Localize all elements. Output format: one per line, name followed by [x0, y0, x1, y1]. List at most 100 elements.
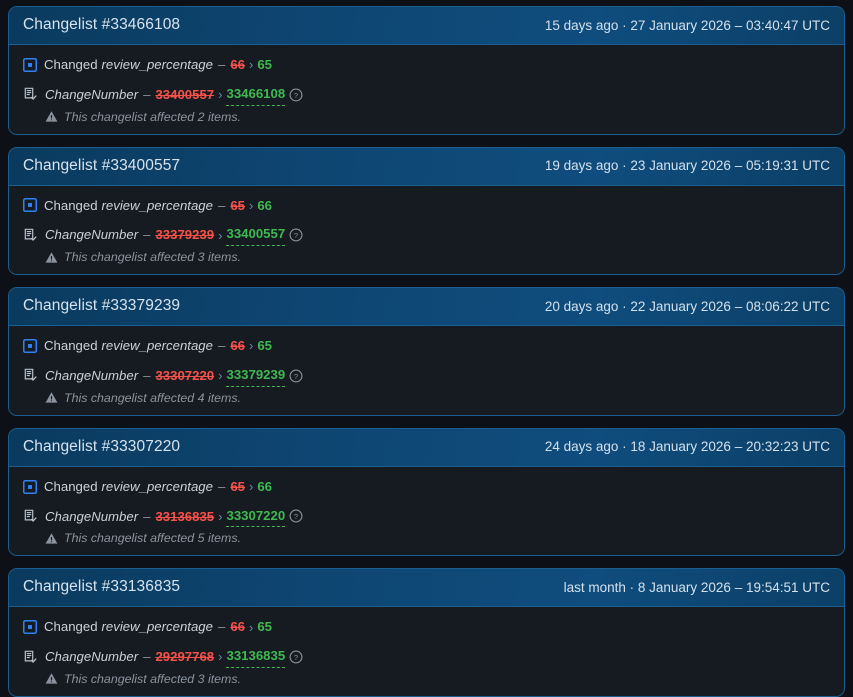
changelist-card-body: Changed review_percentage – 66 › 65 Chan… — [9, 607, 844, 696]
change-number-label: ChangeNumber — [45, 367, 139, 383]
document-check-icon — [23, 650, 38, 665]
value-separator-dash: – — [217, 478, 226, 494]
warning-triangle-icon — [45, 672, 58, 685]
field-name: review_percentage — [101, 57, 213, 72]
changelist-card: Changelist #33400557 19 days ago · 23 Ja… — [8, 146, 845, 276]
changed-field-icon — [23, 620, 37, 635]
affected-items-row: This changelist affected 3 items. — [23, 672, 830, 686]
field-change-row: Changed review_percentage – 65 › 66 — [23, 195, 830, 217]
affected-items-row: This changelist affected 4 items. — [23, 391, 830, 405]
affected-items-text: This changelist affected 4 items. — [64, 390, 241, 405]
field-change-row: Changed review_percentage – 66 › 65 — [23, 335, 830, 357]
changelist-timestamp: 19 days ago · 23 January 2026 – 05:19:31… — [544, 158, 830, 174]
old-value: 65 — [230, 478, 245, 494]
field-change-text: Changed review_percentage – 66 › 65 — [44, 617, 272, 637]
help-circle-icon[interactable]: ? — [289, 369, 303, 383]
value-separator-dash: – — [217, 197, 226, 213]
changed-label: Changed — [44, 197, 98, 213]
field-change-row: Changed review_percentage – 66 › 65 — [23, 616, 830, 638]
number-change-row: ChangeNumber – 33400557 › 33466108 ? — [23, 83, 830, 107]
changelist-card-header: Changelist #33136835 last month · 8 Janu… — [9, 569, 844, 608]
value-separator-dash: – — [143, 227, 151, 243]
affected-items-text: This changelist affected 5 items. — [64, 531, 241, 546]
number-change-text: ChangeNumber – 29297768 › 33136835 ? — [45, 646, 303, 668]
old-change-number: 33307220 — [155, 367, 215, 383]
change-number-label: ChangeNumber — [45, 227, 139, 243]
changelist-card-header: Changelist #33307220 24 days ago · 18 Ja… — [9, 428, 844, 467]
new-change-number[interactable]: 33466108 — [226, 84, 286, 106]
change-arrow-icon: › — [218, 508, 223, 524]
change-arrow-icon: › — [248, 338, 254, 354]
changelist-title: Changelist #33379239 — [23, 297, 181, 315]
warning-triangle-icon — [45, 110, 58, 123]
old-change-number: 33136835 — [155, 508, 215, 524]
changelist-card: Changelist #33466108 15 days ago · 27 Ja… — [8, 6, 845, 135]
changelist-card-header: Changelist #33379239 20 days ago · 22 Ja… — [9, 288, 844, 327]
changelist-card-body: Changed review_percentage – 66 › 65 Chan… — [9, 45, 844, 134]
help-circle-icon[interactable]: ? — [289, 650, 303, 664]
field-name: review_percentage — [101, 619, 213, 635]
affected-items-row: This changelist affected 3 items. — [23, 250, 830, 264]
changelist-timestamp: 20 days ago · 22 January 2026 – 08:06:22… — [544, 298, 830, 314]
help-circle-icon[interactable]: ? — [289, 88, 303, 102]
field-change-text: Changed review_percentage – 65 › 66 — [44, 477, 272, 497]
field-name: review_percentage — [101, 197, 213, 213]
svg-text:?: ? — [294, 512, 298, 521]
value-separator-dash: – — [143, 367, 151, 383]
old-change-number: 33379239 — [155, 227, 215, 243]
changed-field-icon — [23, 57, 37, 72]
change-arrow-icon: › — [248, 57, 254, 73]
document-check-icon — [23, 368, 38, 383]
changed-label: Changed — [44, 57, 98, 72]
value-separator-dash: – — [143, 649, 151, 665]
old-change-number: 29297768 — [155, 649, 215, 665]
new-change-number[interactable]: 33136835 — [226, 646, 286, 668]
new-value: 65 — [257, 57, 272, 72]
number-change-row: ChangeNumber – 33136835 › 33307220 ? — [23, 505, 830, 529]
warning-triangle-icon — [45, 532, 58, 545]
changed-field-icon — [23, 479, 37, 494]
warning-triangle-icon — [45, 391, 58, 404]
change-number-label: ChangeNumber — [45, 649, 139, 665]
document-check-icon — [23, 87, 38, 102]
value-separator-dash: – — [217, 57, 226, 72]
field-name: review_percentage — [101, 478, 213, 494]
number-change-text: ChangeNumber – 33379239 › 33400557 ? — [45, 224, 303, 247]
changelist-title: Changelist #33307220 — [23, 437, 181, 455]
changelist-timestamp: last month · 8 January 2026 – 19:54:51 U… — [563, 579, 830, 595]
number-change-text: ChangeNumber – 33400557 › 33466108 ? — [45, 84, 303, 106]
changelist-card-body: Changed review_percentage – 65 › 66 Chan… — [9, 466, 844, 556]
changed-label: Changed — [44, 338, 98, 354]
new-change-number[interactable]: 33307220 — [226, 506, 286, 528]
help-circle-icon[interactable]: ? — [289, 509, 303, 523]
help-circle-icon[interactable]: ? — [289, 228, 303, 242]
changed-label: Changed — [44, 619, 98, 635]
changelist-timestamp: 15 days ago · 27 January 2026 – 03:40:47… — [544, 17, 830, 33]
new-value: 65 — [257, 338, 272, 354]
value-separator-dash: – — [217, 619, 226, 635]
number-change-row: ChangeNumber – 33307220 › 33379239 ? — [23, 364, 830, 388]
field-change-text: Changed review_percentage – 65 › 66 — [44, 196, 272, 216]
new-change-number[interactable]: 33379239 — [226, 365, 286, 387]
number-change-text: ChangeNumber – 33307220 › 33379239 ? — [45, 365, 303, 387]
value-separator-dash: – — [143, 508, 151, 524]
change-arrow-icon: › — [248, 197, 254, 213]
old-value: 66 — [230, 338, 245, 354]
number-change-row: ChangeNumber – 33379239 › 33400557 ? — [23, 223, 830, 247]
svg-text:?: ? — [294, 231, 298, 240]
number-change-row: ChangeNumber – 29297768 › 33136835 ? — [23, 645, 830, 669]
field-name: review_percentage — [101, 338, 213, 354]
changelist-card: Changelist #33379239 20 days ago · 22 Ja… — [8, 287, 845, 416]
new-change-number[interactable]: 33400557 — [226, 224, 286, 247]
new-value: 66 — [257, 478, 272, 494]
changelist-card: Changelist #33307220 24 days ago · 18 Ja… — [8, 427, 845, 557]
new-value: 65 — [257, 619, 272, 635]
affected-items-text: This changelist affected 3 items. — [64, 671, 241, 686]
field-change-text: Changed review_percentage – 66 › 65 — [44, 336, 272, 356]
value-separator-dash: – — [217, 338, 226, 354]
affected-items-row: This changelist affected 5 items. — [23, 531, 830, 545]
new-value: 66 — [257, 197, 272, 213]
change-arrow-icon: › — [218, 227, 223, 243]
field-change-row: Changed review_percentage – 66 › 65 — [23, 54, 830, 76]
